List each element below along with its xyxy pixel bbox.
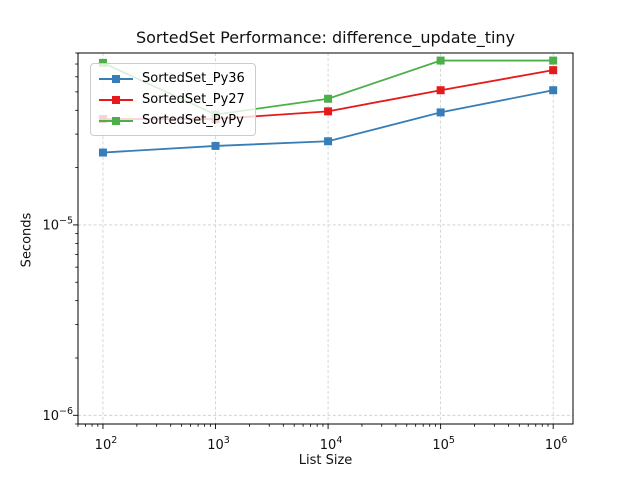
legend-label: SortedSet_PyPy <box>142 113 244 128</box>
y-tick-label: 10−6 <box>42 406 73 424</box>
x-tick-label: 103 <box>207 435 230 453</box>
series-marker-SortedSet_Py36 <box>324 137 333 146</box>
legend-entry: SortedSet_PyPy <box>99 111 245 130</box>
legend-label: SortedSet_Py36 <box>142 71 245 86</box>
legend-entry: SortedSet_Py27 <box>99 90 245 109</box>
chart-title: SortedSet Performance: difference_update… <box>135 28 516 47</box>
x-tick-label: 104 <box>320 435 343 453</box>
series-marker-SortedSet_PyPy <box>98 58 107 67</box>
x-tick-label: 106 <box>545 435 568 453</box>
legend-line-marker-icon <box>99 115 133 127</box>
series-marker-SortedSet_Py36 <box>436 108 445 117</box>
series-marker-SortedSet_Py27 <box>436 86 445 95</box>
x-tick-label: 105 <box>432 435 455 453</box>
axes-frame <box>77 52 574 425</box>
y-axis-label: Seconds <box>19 212 35 268</box>
series-marker-SortedSet_Py27 <box>324 107 333 116</box>
series-marker-SortedSet_Py36 <box>98 148 107 157</box>
x-axis-label: List Size <box>298 453 353 468</box>
legend-line-marker-icon <box>99 73 133 85</box>
legend-label: SortedSet_Py27 <box>142 92 245 107</box>
series-marker-SortedSet_Py36 <box>211 141 220 150</box>
legend-line-marker-icon <box>99 94 133 106</box>
legend: SortedSet_Py36 SortedSet_Py27 SortedSet_… <box>90 63 256 136</box>
y-tick-label: 10−5 <box>42 215 73 233</box>
series-marker-SortedSet_PyPy <box>436 56 445 65</box>
series-marker-SortedSet_PyPy <box>324 94 333 103</box>
series-marker-SortedSet_Py36 <box>549 86 558 95</box>
legend-entry: SortedSet_Py36 <box>99 69 245 88</box>
series-marker-SortedSet_Py27 <box>549 66 558 75</box>
x-tick-label: 102 <box>95 435 118 453</box>
series-marker-SortedSet_PyPy <box>549 56 558 65</box>
